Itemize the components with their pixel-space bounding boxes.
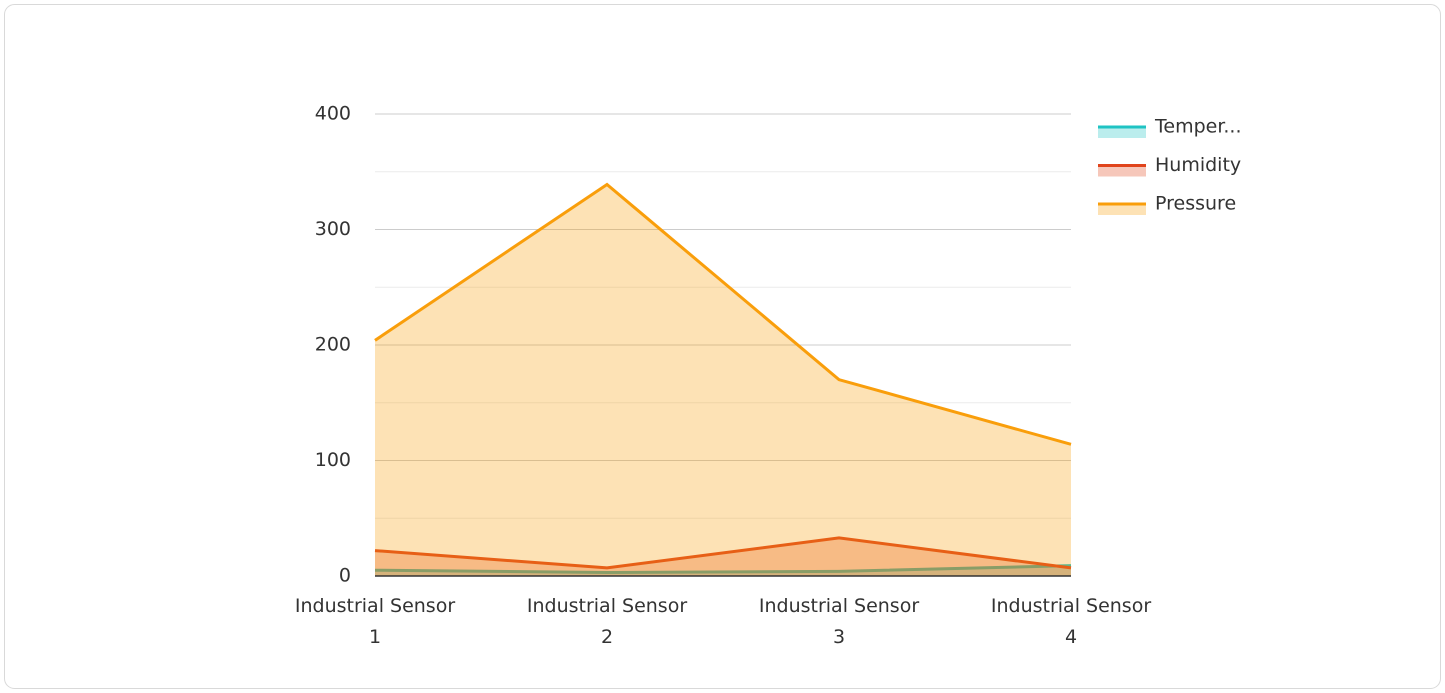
legend-swatch [1098, 126, 1146, 138]
x-tick-label-line: 1 [369, 626, 381, 648]
x-tick-label-line: Industrial Sensor [759, 595, 919, 617]
x-tick-label-line: 2 [601, 626, 613, 648]
x-tick-label: Industrial Sensor 1 [295, 595, 455, 648]
area [375, 537, 1071, 576]
y-tick-label: 400 [315, 103, 351, 125]
x-tick-label: Industrial Sensor 2 [527, 595, 687, 648]
y-tick-label: 300 [315, 218, 351, 240]
legend-label: Pressure [1155, 193, 1236, 215]
x-tick-label: Industrial Sensor 4 [991, 595, 1151, 648]
line [374, 182, 1072, 446]
legend-label: Temper... [1154, 116, 1242, 138]
y-tick-label: 0 [339, 565, 351, 587]
y-tick-label: 100 [315, 449, 351, 471]
x-tick-label-line: 3 [833, 626, 845, 648]
x-tick-label-line: Industrial Sensor [295, 595, 455, 617]
line [374, 564, 1072, 575]
area [375, 184, 1071, 576]
card [4, 4, 1441, 689]
x-tick-label: Industrial Sensor 3 [759, 595, 919, 648]
legend-swatch [1098, 203, 1146, 215]
x-tick-label-line: 4 [1065, 626, 1077, 648]
y-tick-label: 200 [315, 334, 351, 356]
line [374, 536, 1072, 570]
x-tick-label-line: Industrial Sensor [991, 595, 1151, 617]
legend-swatch [1098, 164, 1146, 177]
legend-label: Humidity [1155, 154, 1241, 176]
x-tick-label-line: Industrial Sensor [527, 595, 687, 617]
